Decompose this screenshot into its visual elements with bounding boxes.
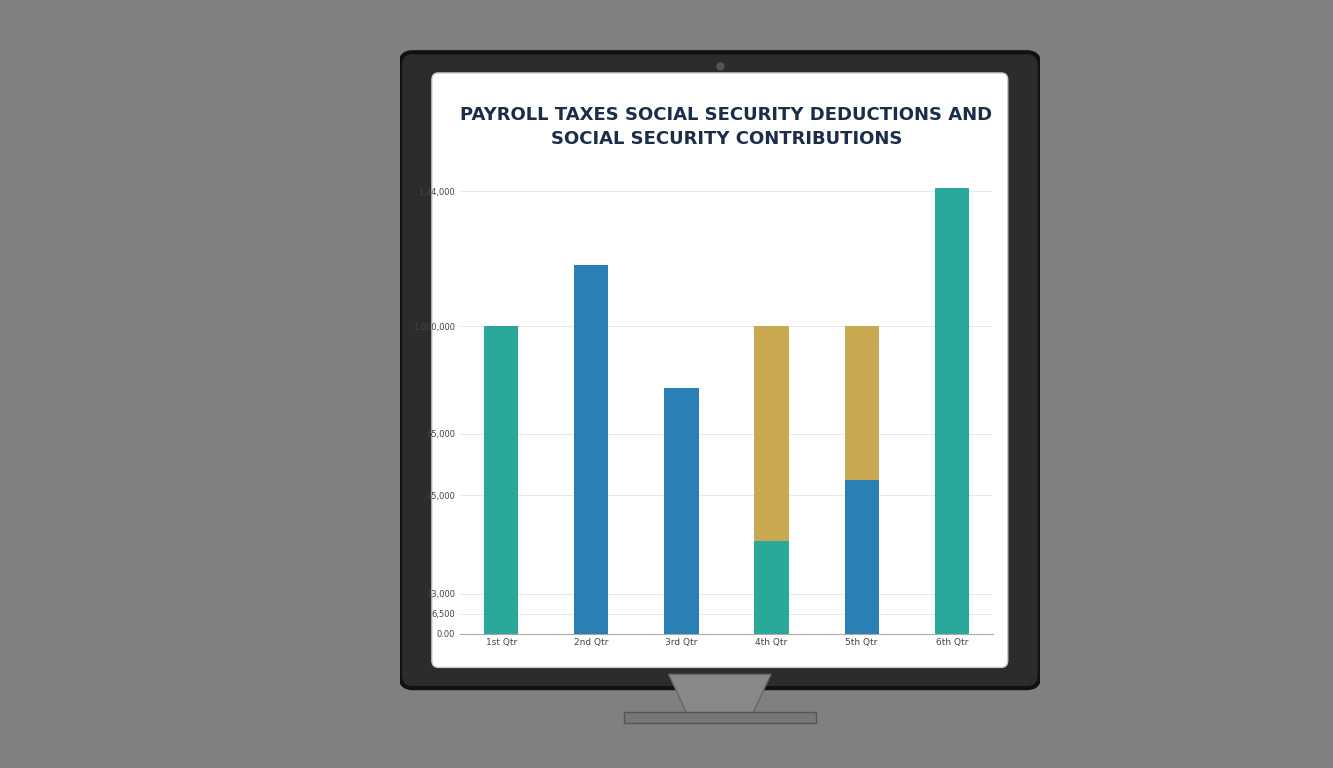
Bar: [484, 326, 519, 634]
Bar: [624, 713, 816, 723]
FancyBboxPatch shape: [432, 73, 1008, 667]
Title: PAYROLL TAXES SOCIAL SECURITY DEDUCTIONS AND
SOCIAL SECURITY CONTRIBUTIONS: PAYROLL TAXES SOCIAL SECURITY DEDUCTIONS…: [460, 106, 993, 147]
Bar: [934, 188, 969, 634]
Bar: [754, 541, 789, 634]
Bar: [754, 326, 789, 541]
Bar: [575, 265, 608, 634]
FancyBboxPatch shape: [400, 52, 1040, 688]
Bar: [845, 480, 878, 634]
Bar: [845, 326, 878, 480]
Bar: [664, 388, 698, 634]
Polygon shape: [669, 674, 770, 716]
